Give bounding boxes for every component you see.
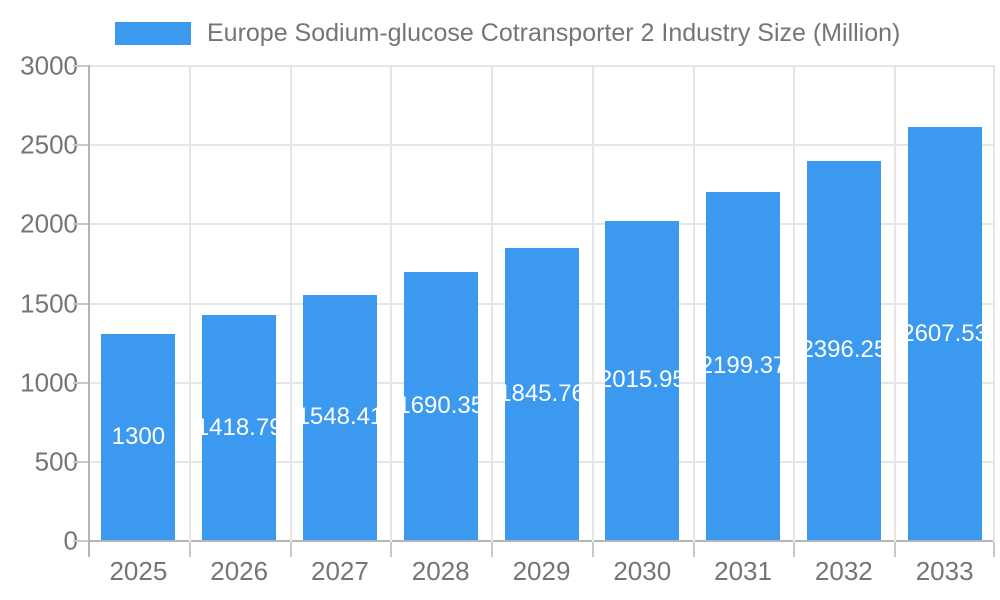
v-gridline (894, 65, 897, 542)
y-tick-label: 1500 (20, 288, 78, 318)
x-tick-label: 2032 (814, 556, 873, 586)
v-gridline (390, 65, 393, 542)
bar-value-label: 1845.76 (504, 379, 579, 407)
x-tick-mark (993, 542, 995, 557)
x-tick-mark (793, 542, 796, 557)
x-tick-label: 2031 (714, 556, 772, 586)
legend-swatch (115, 21, 191, 45)
y-axis-line (88, 65, 90, 542)
x-tick-mark (591, 542, 594, 557)
x-tick-mark (390, 542, 393, 557)
v-gridline (591, 65, 594, 542)
bar-value-label: 2199.37 (706, 351, 781, 379)
y-tick-label: 500 (34, 446, 78, 477)
chart-legend: Europe Sodium-glucose Cotransporter 2 In… (115, 13, 900, 53)
x-tick-mark (692, 542, 695, 557)
x-tick-label: 2027 (311, 556, 369, 586)
bar: 1300 (101, 334, 176, 540)
bar: 1690.35 (403, 272, 478, 540)
bar: 2396.25 (806, 160, 881, 540)
y-tick-mark (73, 223, 88, 226)
v-gridline (692, 65, 695, 542)
bar: 1418.79 (202, 315, 277, 540)
v-gridline (993, 65, 995, 542)
y-tick-mark (73, 540, 88, 542)
y-tick-mark (73, 65, 88, 67)
x-tick-label: 2029 (512, 556, 571, 586)
bar: 2607.53 (907, 127, 982, 540)
h-gridline (88, 223, 995, 226)
v-gridline (289, 65, 292, 542)
v-gridline (188, 65, 191, 542)
bar-value-label: 2396.25 (806, 336, 881, 364)
h-gridline (88, 144, 995, 147)
x-tick-label: 2030 (613, 556, 672, 586)
x-tick-label: 2033 (915, 556, 974, 586)
bar-value-label: 2607.53 (907, 319, 982, 347)
bar: 2015.95 (605, 220, 680, 540)
x-tick-mark (289, 542, 292, 557)
y-tick-mark (73, 144, 88, 147)
legend-label: Europe Sodium-glucose Cotransporter 2 In… (207, 18, 901, 47)
x-tick-label: 2025 (109, 556, 168, 586)
x-tick-label: 2026 (210, 556, 269, 586)
bar-value-label: 2015.95 (605, 366, 680, 394)
y-tick-label: 1000 (20, 367, 78, 398)
x-tick-mark (88, 542, 90, 557)
x-tick-label: 2028 (411, 556, 470, 586)
y-tick-mark (73, 460, 88, 463)
bar-value-label: 1300 (111, 423, 166, 451)
v-gridline (793, 65, 796, 542)
x-tick-mark (894, 542, 897, 557)
x-axis-line (88, 540, 995, 542)
x-tick-mark (491, 542, 494, 557)
bar: 1845.76 (504, 247, 579, 540)
y-tick-mark (73, 381, 88, 384)
bar-value-label: 1690.35 (403, 392, 478, 420)
bar-value-label: 1548.41 (302, 403, 377, 431)
v-gridline (491, 65, 494, 542)
bar-value-label: 1418.79 (202, 413, 277, 441)
h-gridline (88, 65, 995, 67)
y-tick-label: 2500 (20, 129, 78, 160)
y-tick-label: 2000 (20, 208, 78, 239)
x-tick-mark (188, 542, 191, 557)
y-tick-mark (73, 302, 88, 305)
y-tick-label: 3000 (20, 50, 78, 81)
y-tick-label: 0 (63, 525, 78, 556)
bar: 2199.37 (706, 191, 781, 540)
plot-area: 1300 1418.79 1548.41 1690.35 1845.76 2015.95 2… (88, 65, 995, 542)
bar: 1548.41 (302, 294, 377, 540)
